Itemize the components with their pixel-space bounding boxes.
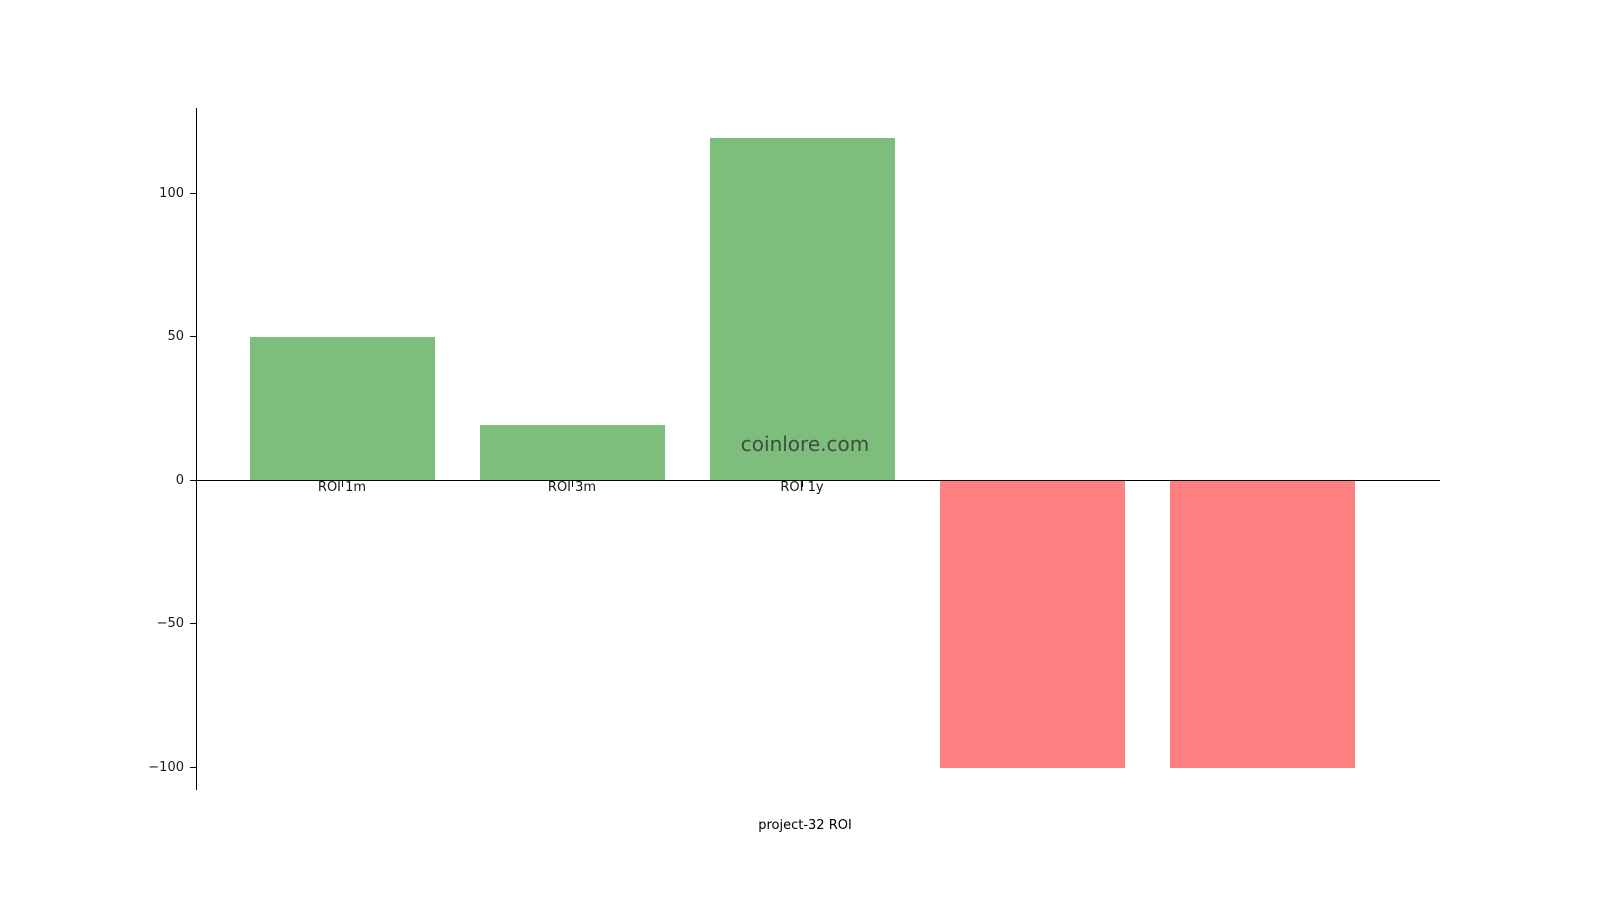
bar-4 [939,481,1125,768]
x-tick-label-roi-1m: ROI 1m [317,480,367,495]
x-tick-label-roi-3m: ROI 3m [547,480,597,495]
y-tick-label--100: −100 [148,759,184,775]
y-tick-50 [190,336,196,337]
x-tick-label-roi-1y: ROI 1y [780,480,824,495]
y-axis-spine [196,108,197,790]
y-tick-label-50: 50 [167,329,184,344]
y-tick--100 [190,766,196,768]
y-tick-0 [190,479,196,481]
bar-roi-3m [479,425,665,480]
bar-roi-1y [709,138,895,480]
x-tick-roi-1m [341,481,343,487]
x-tick-roi-1y [801,481,803,487]
y-tick-label-100: 100 [159,185,184,201]
y-tick-label--50: −50 [156,616,184,631]
y-tick--50 [190,623,196,624]
y-tick-label-0: 0 [175,472,184,488]
x-tick-roi-3m [571,481,573,487]
x-axis-zero-line [196,480,1440,481]
bar-roi-1m [249,336,435,480]
chart-title: project-32 ROI [758,818,852,833]
bar-5 [1169,481,1355,768]
y-tick-100 [190,192,196,194]
watermark-text: coinlore.com [740,432,870,456]
